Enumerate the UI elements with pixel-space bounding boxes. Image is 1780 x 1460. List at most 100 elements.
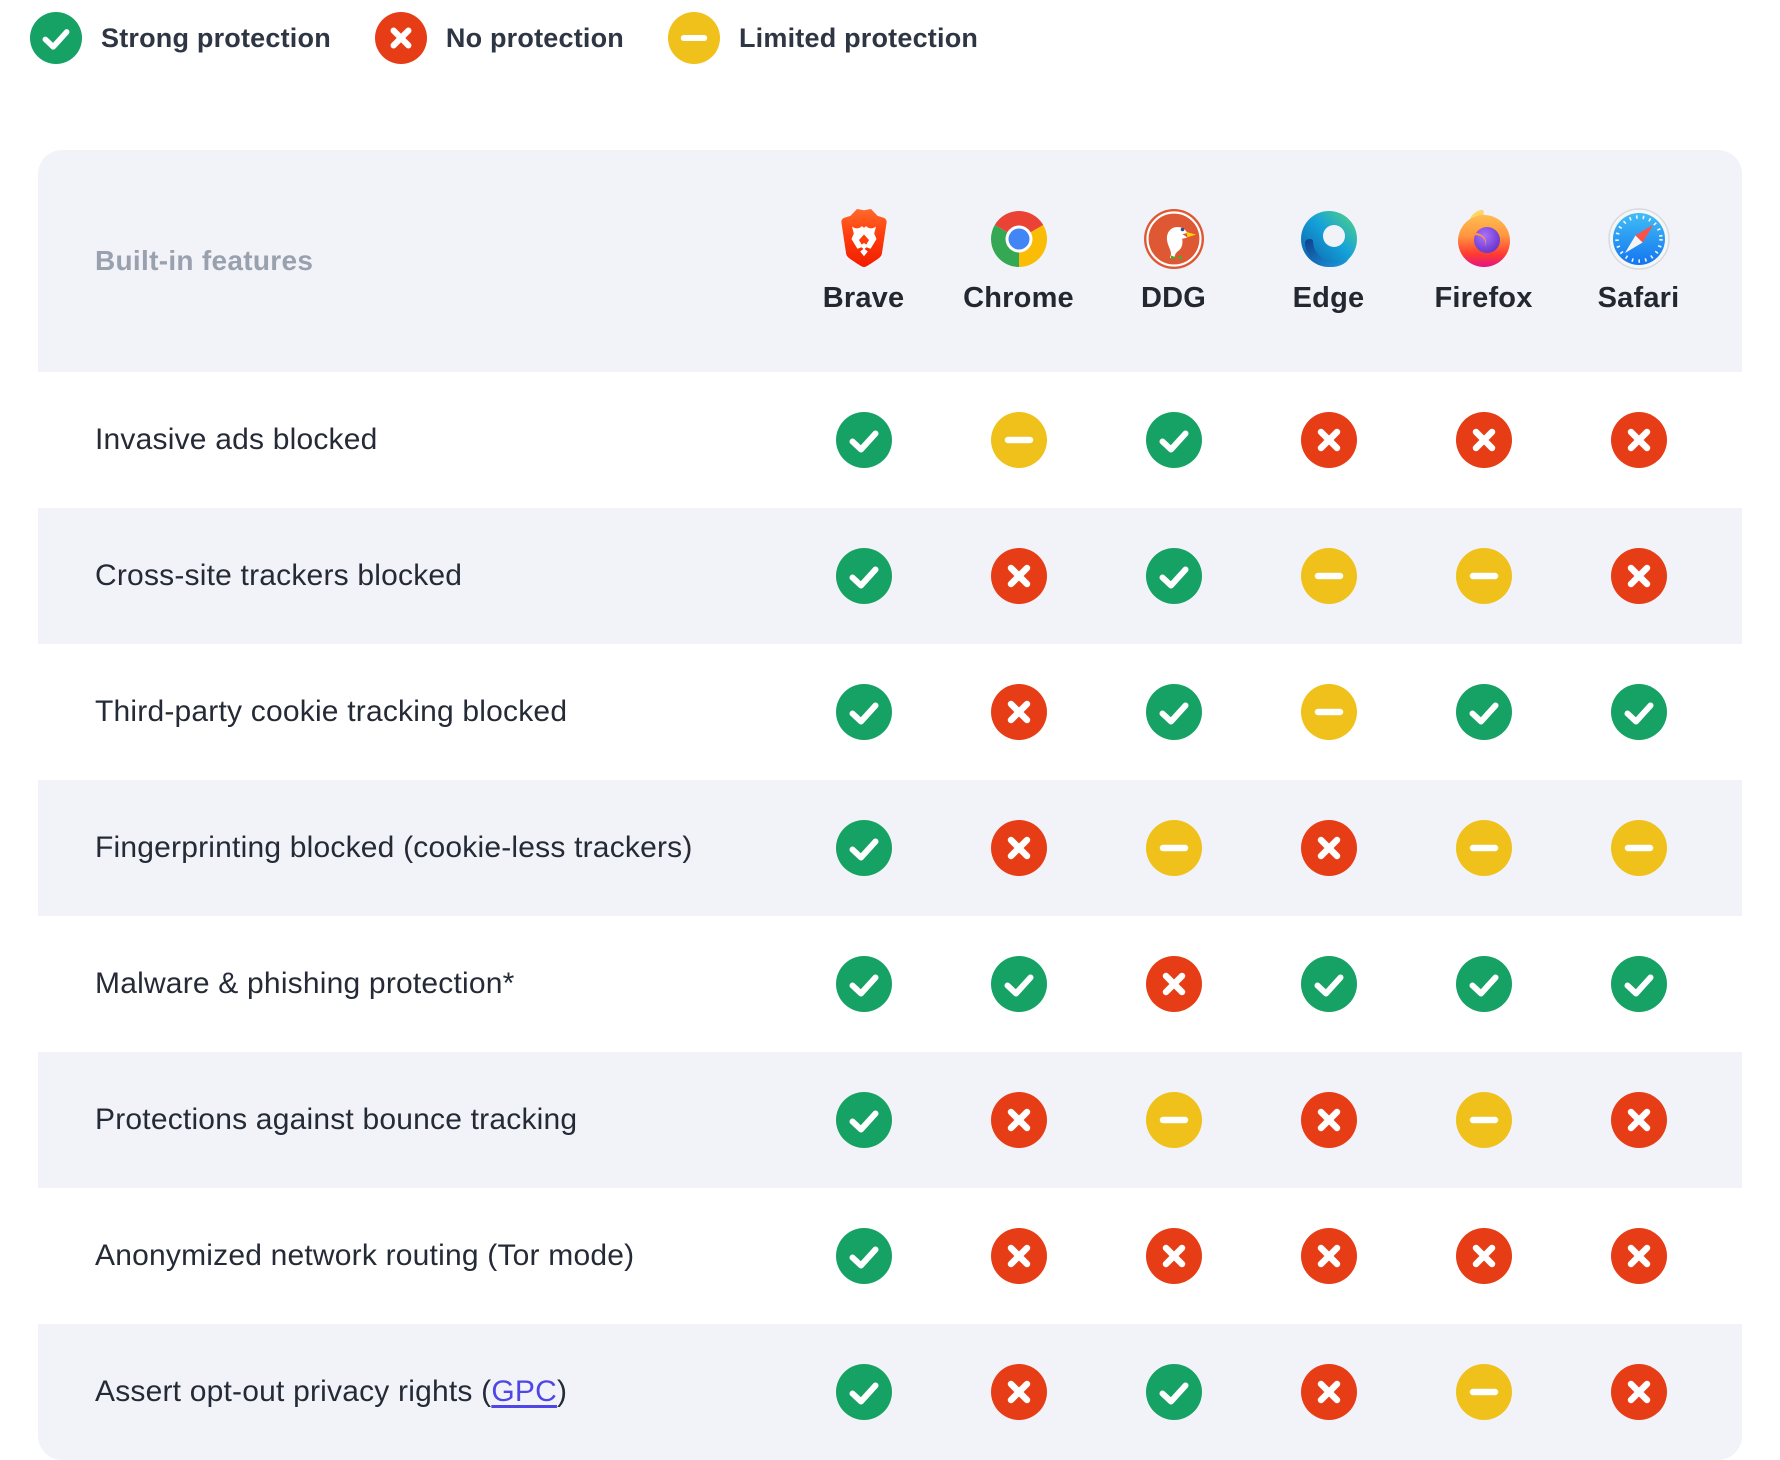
- status-cell-edge-none: [1251, 1228, 1406, 1284]
- legend-label-none: No protection: [445, 22, 624, 53]
- x-icon: [1300, 1228, 1357, 1284]
- status-cell-firefox-limited: [1406, 1092, 1561, 1148]
- x-icon: [1455, 412, 1512, 468]
- feature-label: Invasive ads blocked: [95, 423, 378, 456]
- no-protection-x-icon: [374, 12, 427, 64]
- status-cell-firefox-none: [1406, 1228, 1561, 1284]
- feature-label: Anonymized network routing (Tor mode): [95, 1239, 635, 1272]
- status-cell-firefox-limited: [1406, 1364, 1561, 1420]
- dash-icon: [1455, 1092, 1512, 1148]
- legend: Strong protection No protection Limited …: [30, 12, 978, 64]
- feature-label: Fingerprinting blocked (cookie-less trac…: [95, 831, 693, 864]
- browser-column-safari: Safari: [1561, 207, 1716, 315]
- x-icon: [990, 1092, 1047, 1148]
- status-cell-brave-strong: [786, 412, 941, 468]
- check-icon: [835, 820, 892, 876]
- browser-column-ddg: DDG: [1096, 207, 1251, 315]
- browser-label-ddg: DDG: [1140, 282, 1207, 314]
- edge-logo-icon: [1297, 207, 1361, 271]
- status-cell-ddg-strong: [1096, 548, 1251, 604]
- browser-column-chrome: Chrome: [941, 207, 1096, 315]
- status-cell-safari-none: [1561, 1364, 1716, 1420]
- x-icon: [1145, 956, 1202, 1012]
- status-cell-safari-strong: [1561, 956, 1716, 1012]
- status-cell-safari-none: [1561, 1092, 1716, 1148]
- check-icon: [835, 1228, 892, 1284]
- status-cell-firefox-strong: [1406, 684, 1561, 740]
- status-cell-safari-none: [1561, 1228, 1716, 1284]
- browser-column-brave: Brave: [786, 207, 941, 315]
- status-cell-brave-strong: [786, 956, 941, 1012]
- browser-column-edge: Edge: [1251, 207, 1406, 315]
- check-icon: [1610, 684, 1667, 740]
- status-cell-ddg-none: [1096, 1228, 1251, 1284]
- status-cell-brave-strong: [786, 820, 941, 876]
- check-icon: [835, 1364, 892, 1420]
- status-cell-edge-none: [1251, 1364, 1406, 1420]
- status-cell-chrome-none: [941, 1092, 1096, 1148]
- check-icon: [835, 684, 892, 740]
- status-cell-edge-strong: [1251, 956, 1406, 1012]
- status-cell-ddg-limited: [1096, 1092, 1251, 1148]
- dash-icon: [1455, 548, 1512, 604]
- status-cell-safari-none: [1561, 412, 1716, 468]
- x-icon: [1300, 1364, 1357, 1420]
- legend-label-strong: Strong protection: [101, 22, 331, 53]
- feature-label: Third-party cookie tracking blocked: [95, 695, 568, 728]
- gpc-link[interactable]: GPC: [491, 1375, 557, 1408]
- dash-icon: [1610, 820, 1667, 876]
- status-cell-ddg-none: [1096, 956, 1251, 1012]
- features-column-header: Built-in features: [95, 245, 314, 276]
- x-icon: [1610, 1228, 1667, 1284]
- status-cell-firefox-strong: [1406, 956, 1561, 1012]
- check-icon: [1455, 684, 1512, 740]
- browser-column-firefox: Firefox: [1406, 207, 1561, 315]
- brave-logo-icon: [832, 207, 896, 271]
- status-cell-ddg-strong: [1096, 684, 1251, 740]
- check-icon: [1145, 1364, 1202, 1420]
- check-icon: [835, 956, 892, 1012]
- feature-label: Protections against bounce tracking: [95, 1103, 578, 1136]
- status-cell-brave-strong: [786, 548, 941, 604]
- check-icon: [835, 1092, 892, 1148]
- x-icon: [990, 548, 1047, 604]
- status-cell-firefox-limited: [1406, 548, 1561, 604]
- strong-protection-check-icon: [30, 12, 82, 64]
- check-icon: [1610, 956, 1667, 1012]
- x-icon: [1300, 820, 1357, 876]
- status-cell-ddg-strong: [1096, 412, 1251, 468]
- status-cell-firefox-none: [1406, 412, 1561, 468]
- browser-label-firefox: Firefox: [1434, 282, 1533, 314]
- status-cell-ddg-strong: [1096, 1364, 1251, 1420]
- status-cell-chrome-none: [941, 1228, 1096, 1284]
- x-icon: [1300, 1092, 1357, 1148]
- x-icon: [1300, 412, 1357, 468]
- dash-icon: [990, 412, 1047, 468]
- status-cell-edge-limited: [1251, 684, 1406, 740]
- table-row: Fingerprinting blocked (cookie-less trac…: [38, 780, 1742, 916]
- table-row: Cross-site trackers blocked: [38, 508, 1742, 644]
- status-cell-edge-none: [1251, 1092, 1406, 1148]
- status-cell-chrome-none: [941, 820, 1096, 876]
- chrome-logo-icon: [987, 207, 1051, 271]
- status-cell-edge-none: [1251, 820, 1406, 876]
- x-icon: [1145, 1228, 1202, 1284]
- status-cell-edge-limited: [1251, 548, 1406, 604]
- check-icon: [835, 412, 892, 468]
- dash-icon: [1455, 1364, 1512, 1420]
- status-cell-brave-strong: [786, 1228, 941, 1284]
- dash-icon: [1455, 820, 1512, 876]
- status-cell-chrome-limited: [941, 412, 1096, 468]
- browser-label-chrome: Chrome: [963, 282, 1074, 314]
- legend-item-strong-protection: Strong protection: [30, 12, 331, 64]
- check-icon: [1145, 412, 1202, 468]
- x-icon: [990, 1228, 1047, 1284]
- status-cell-safari-limited: [1561, 820, 1716, 876]
- table-header-row: Built-in features Brave: [38, 150, 1742, 372]
- x-icon: [990, 684, 1047, 740]
- browser-label-safari: Safari: [1597, 282, 1680, 314]
- status-cell-safari-none: [1561, 548, 1716, 604]
- check-icon: [990, 956, 1047, 1012]
- dash-icon: [1300, 548, 1357, 604]
- check-icon: [1145, 548, 1202, 604]
